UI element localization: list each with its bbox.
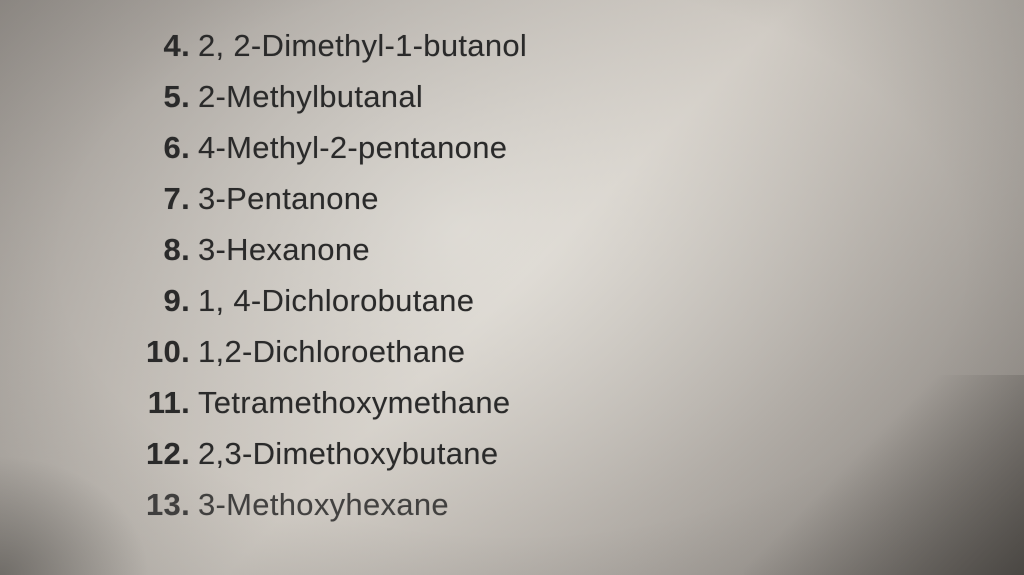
- list-item: 7. 3-Pentanone: [140, 181, 1024, 217]
- item-number: 4.: [140, 28, 190, 64]
- item-text: Tetramethoxymethane: [198, 385, 510, 421]
- list-item: 9. 1, 4-Dichlorobutane: [140, 283, 1024, 319]
- item-text: 3-Methoxyhexane: [198, 487, 449, 523]
- item-text: 1, 4-Dichlorobutane: [198, 283, 474, 319]
- item-number: 11.: [140, 385, 190, 421]
- item-number: 12.: [140, 436, 190, 472]
- list-item: 8. 3-Hexanone: [140, 232, 1024, 268]
- item-number: 10.: [140, 334, 190, 370]
- item-text: 2, 2-Dimethyl-1-butanol: [198, 28, 527, 64]
- item-number: 8.: [140, 232, 190, 268]
- document-page: 4. 2, 2-Dimethyl-1-butanol 5. 2-Methylbu…: [0, 0, 1024, 575]
- item-number: 9.: [140, 283, 190, 319]
- item-text: 1,2-Dichloroethane: [198, 334, 465, 370]
- list-item: 5. 2-Methylbutanal: [140, 79, 1024, 115]
- list-item: 10. 1,2-Dichloroethane: [140, 334, 1024, 370]
- list-item: 12. 2,3-Dimethoxybutane: [140, 436, 1024, 472]
- item-text: 4-Methyl-2-pentanone: [198, 130, 507, 166]
- item-text: 2,3-Dimethoxybutane: [198, 436, 498, 472]
- list-item: 4. 2, 2-Dimethyl-1-butanol: [140, 28, 1024, 64]
- item-number: 5.: [140, 79, 190, 115]
- list-item: 13. 3-Methoxyhexane: [140, 487, 1024, 523]
- item-text: 3-Pentanone: [198, 181, 379, 217]
- item-number: 13.: [140, 487, 190, 523]
- item-text: 2-Methylbutanal: [198, 79, 423, 115]
- list-item: 11. Tetramethoxymethane: [140, 385, 1024, 421]
- chemical-compound-list: 4. 2, 2-Dimethyl-1-butanol 5. 2-Methylbu…: [140, 28, 1024, 523]
- list-item: 6. 4-Methyl-2-pentanone: [140, 130, 1024, 166]
- item-number: 6.: [140, 130, 190, 166]
- item-text: 3-Hexanone: [198, 232, 370, 268]
- item-number: 7.: [140, 181, 190, 217]
